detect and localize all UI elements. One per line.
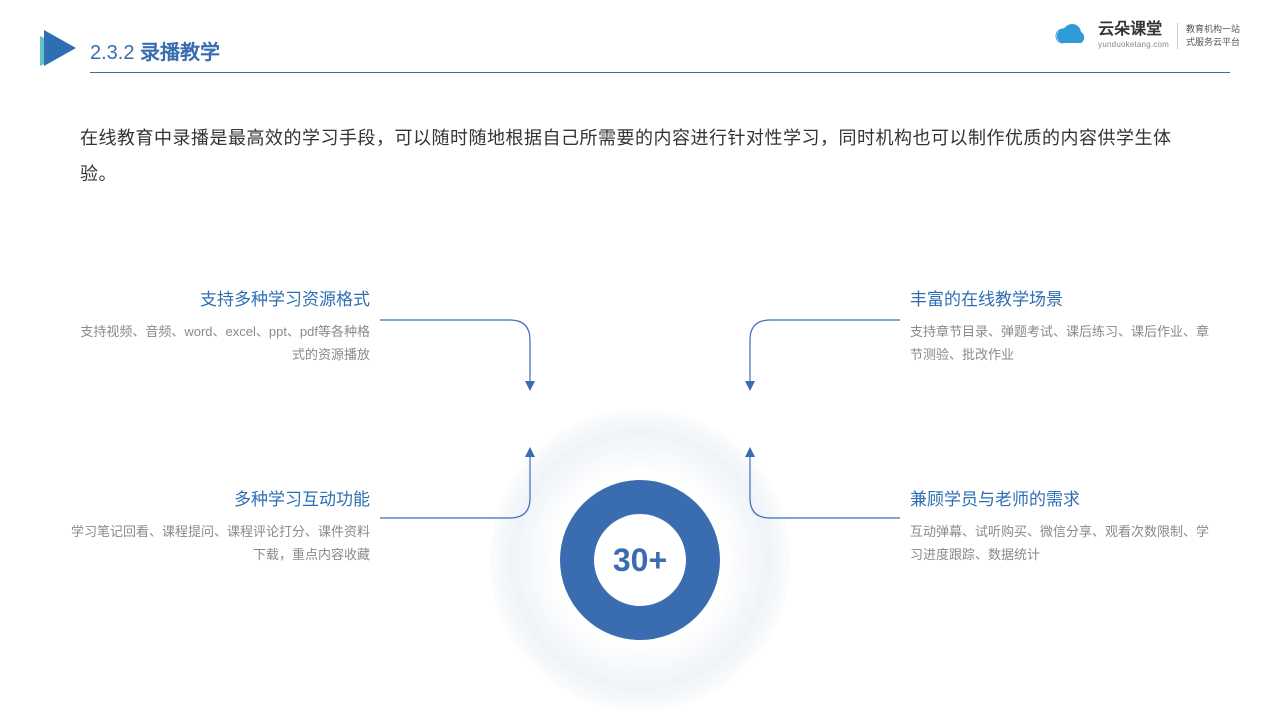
connector-top-left <box>380 315 600 395</box>
cloud-icon <box>1054 23 1088 49</box>
brand-name: 云朵课堂 <box>1098 22 1169 38</box>
title-underline <box>90 72 1230 73</box>
feature-desc: 学习笔记回看、课程提问、课程评论打分、课件资料下载，重点内容收藏 <box>70 520 370 567</box>
feature-title: 兼顾学员与老师的需求 <box>910 485 1210 510</box>
brand-name-block: 云朵课堂 yunduoketang.com <box>1098 22 1169 49</box>
play-icon <box>40 30 76 70</box>
feature-top-right: 丰富的在线教学场景 支持章节目录、弹题考试、课后练习、课后作业、章节测验、批改作… <box>910 285 1210 367</box>
connector-top-right <box>680 315 900 395</box>
intro-paragraph: 在线教育中录播是最高效的学习手段，可以随时随地根据自己所需要的内容进行针对性学习… <box>80 120 1200 192</box>
feature-title: 支持多种学习资源格式 <box>70 285 370 310</box>
feature-title: 丰富的在线教学场景 <box>910 285 1210 310</box>
section-title-text: 录播教学 <box>140 42 220 64</box>
brand-domain: yunduoketang.com <box>1098 40 1169 49</box>
feature-bottom-left: 多种学习互动功能 学习笔记回看、课程提问、课程评论打分、课件资料下载，重点内容收… <box>70 485 370 567</box>
feature-bottom-right: 兼顾学员与老师的需求 互动弹幕、试听购买、微信分享、观看次数限制、学习进度跟踪、… <box>910 485 1210 567</box>
brand-tagline: 教育机构一站 式服务云平台 <box>1186 23 1240 48</box>
brand-texts: 云朵课堂 yunduoketang.com 教育机构一站 式服务云平台 <box>1098 22 1240 49</box>
feature-top-left: 支持多种学习资源格式 支持视频、音频、word、excel、ppt、pdf等各种… <box>70 285 370 367</box>
title-area: 2.3.2 录播教学 <box>40 30 220 70</box>
brand-tagline-line1: 教育机构一站 <box>1186 23 1240 36</box>
center-graphic: 30+ <box>490 410 790 710</box>
brand-tagline-line2: 式服务云平台 <box>1186 36 1240 49</box>
header: 2.3.2 录播教学 云朵课堂 yunduoketang.com 教育机构一站 … <box>40 30 1240 70</box>
brand-divider <box>1177 23 1178 49</box>
center-value: 30+ <box>613 542 667 579</box>
feature-desc: 支持视频、音频、word、excel、ppt、pdf等各种格式的资源播放 <box>70 320 370 367</box>
feature-desc: 互动弹幕、试听购买、微信分享、观看次数限制、学习进度跟踪、数据统计 <box>910 520 1210 567</box>
diagram: 30+ 支持多种学习资源格式 支持视频、音频、word、excel、ppt、pd… <box>0 255 1280 720</box>
brand-logo: 云朵课堂 yunduoketang.com 教育机构一站 式服务云平台 <box>1054 22 1240 49</box>
section-title: 2.3.2 录播教学 <box>90 36 220 65</box>
center-ring: 30+ <box>560 480 720 640</box>
feature-title: 多种学习互动功能 <box>70 485 370 510</box>
section-number: 2.3.2 <box>90 42 134 64</box>
feature-desc: 支持章节目录、弹题考试、课后练习、课后作业、章节测验、批改作业 <box>910 320 1210 367</box>
